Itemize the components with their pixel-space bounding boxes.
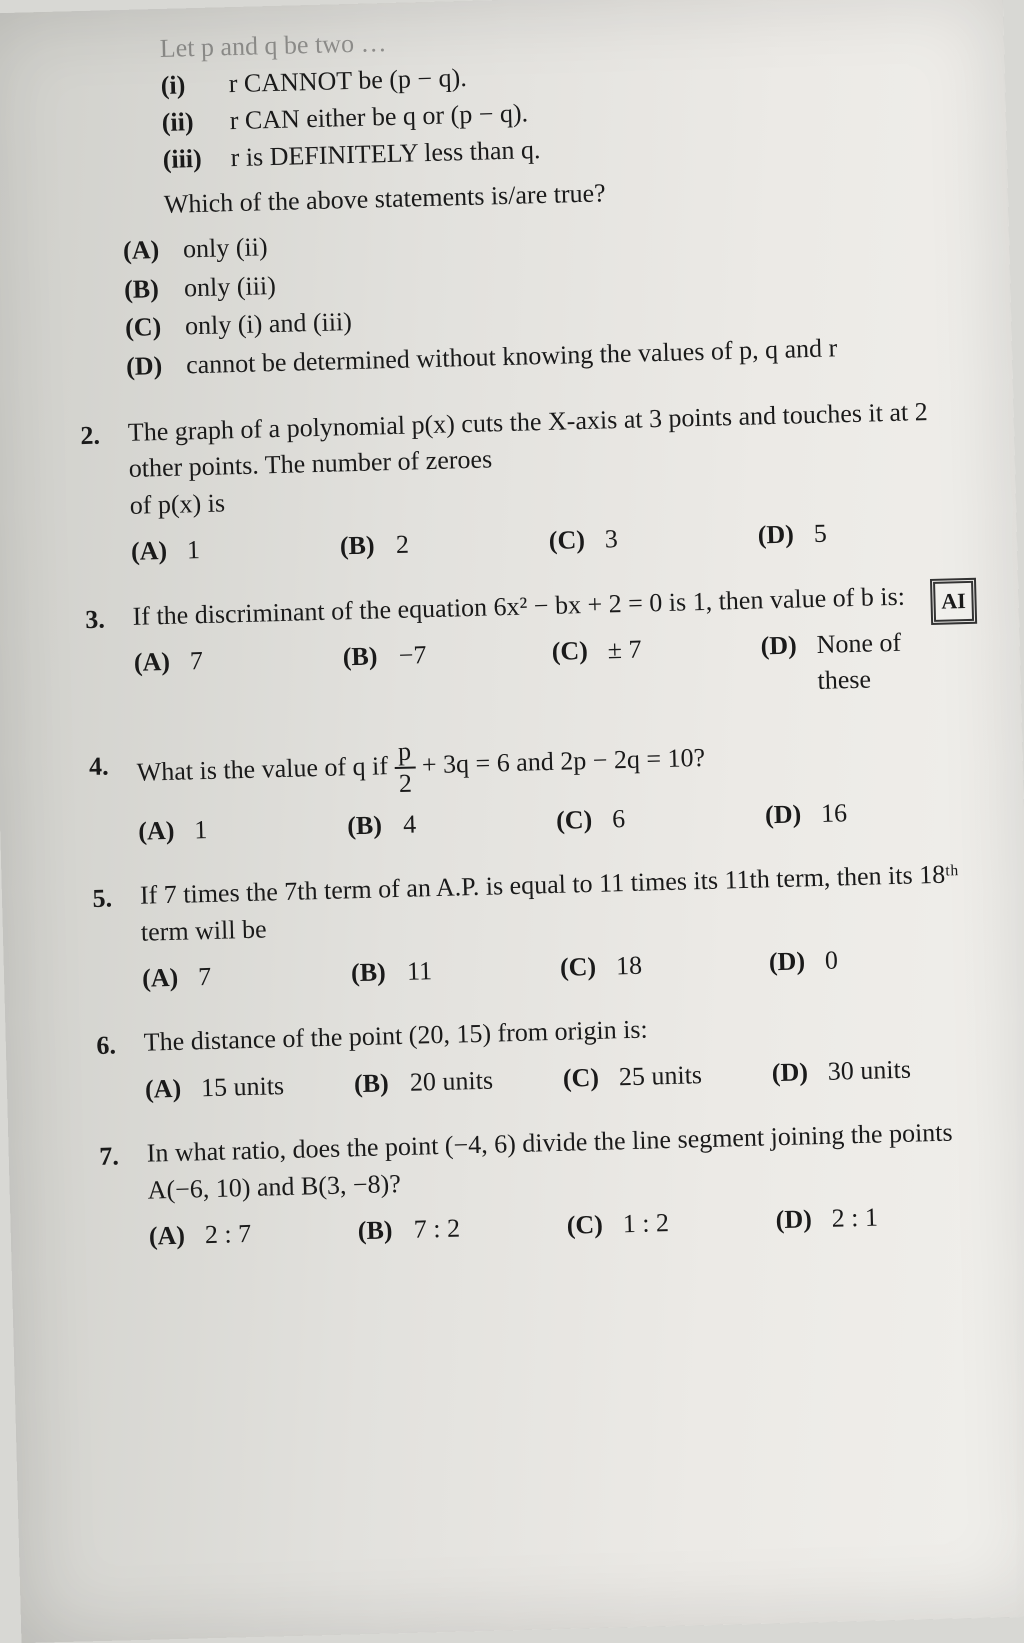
q4-frac-num: p bbox=[394, 738, 416, 769]
intro-a-text: only (ii) bbox=[183, 230, 268, 269]
opt-label-b: (B) bbox=[124, 271, 169, 309]
q6-d-label: (D) bbox=[771, 1054, 816, 1092]
q5-c: 18 bbox=[616, 948, 643, 985]
q4-b-label: (B) bbox=[347, 807, 392, 845]
roman-label-i: (i) bbox=[160, 67, 211, 103]
opt-label-d: (D) bbox=[126, 347, 171, 385]
q3-c-label: (C) bbox=[551, 633, 597, 707]
q7-b: 7 : 2 bbox=[413, 1210, 460, 1248]
exam-page: Let p and q be two … (i) r CANNOT be (p … bbox=[0, 0, 1024, 1643]
q5-text: If 7 times the 7th term of an A.P. is eq… bbox=[140, 856, 978, 951]
q5-b: 11 bbox=[407, 953, 433, 990]
q4-mid: + 3q = 6 and 2p − 2q = 10? bbox=[422, 743, 706, 779]
q5-a-label: (A) bbox=[142, 960, 187, 998]
q2-d: 5 bbox=[813, 516, 827, 553]
intro-b-text: only (iii) bbox=[184, 268, 277, 307]
q2: 2. The graph of a polynomial p(x) cuts t… bbox=[39, 393, 967, 573]
q6-options: (A) 15 units (B) 20 units (C) 25 units (D) 3… bbox=[145, 1050, 982, 1108]
q2-c: 3 bbox=[604, 521, 618, 558]
opt-label-a: (A) bbox=[123, 232, 168, 270]
intro-options-block: (A) only (ii) (B) only (iii) (C) only (i… bbox=[35, 208, 963, 390]
q7: 7. In what ratio, does the point (−4, 6)… bbox=[58, 1114, 985, 1257]
q4-b: 4 bbox=[403, 806, 417, 843]
prev-text: Let p and q be two … bbox=[159, 25, 387, 66]
q5-d: 0 bbox=[824, 942, 838, 979]
side-icon-text: AI bbox=[941, 588, 966, 615]
q6: 6. The distance of the point (20, 15) fr… bbox=[55, 1003, 981, 1110]
qnum-blank bbox=[35, 230, 99, 389]
q2-num: 2. bbox=[39, 416, 103, 573]
roman-text-ii: r CAN either be q or (p − q). bbox=[229, 96, 528, 139]
intro-block: Let p and q be two … (i) r CANNOT be (p … bbox=[159, 10, 957, 177]
intro-c-text: only (i) and (iii) bbox=[185, 304, 353, 345]
q7-options: (A) 2 : 7 (B) 7 : 2 (C) 1 : 2 (D) 2 : 1 bbox=[148, 1197, 985, 1255]
roman-text-i: r CANNOT be (p − q). bbox=[228, 60, 467, 101]
q2-b: 2 bbox=[395, 527, 409, 564]
intro-options: (A) only (ii) (B) only (iii) (C) only (i… bbox=[123, 208, 963, 387]
q5: 5. If 7 times the 7th term of an A.P. is… bbox=[52, 856, 979, 999]
q4-c-label: (C) bbox=[556, 801, 601, 839]
q7-num: 7. bbox=[58, 1137, 121, 1258]
q2-a: 1 bbox=[186, 532, 200, 569]
q3-b: −7 bbox=[398, 637, 428, 710]
q6-num: 6. bbox=[55, 1026, 117, 1110]
q3-a: 7 bbox=[189, 643, 204, 716]
q5-options: (A) 7 (B) 11 (C) 18 (D) 0 bbox=[142, 939, 979, 997]
q6-a: 15 units bbox=[201, 1068, 285, 1107]
q4-a: 1 bbox=[194, 812, 208, 849]
q4-text: What is the value of q if p 2 + 3q = 6 a… bbox=[136, 724, 973, 804]
q7-d: 2 : 1 bbox=[831, 1199, 878, 1237]
q2-a-label: (A) bbox=[131, 533, 176, 571]
q7-c: 1 : 2 bbox=[622, 1205, 669, 1243]
q5-num: 5. bbox=[52, 879, 115, 1000]
q3: 3. If the discriminant of the equation 6… bbox=[44, 577, 971, 720]
q3-c: ± 7 bbox=[607, 632, 643, 706]
q6-c-label: (C) bbox=[562, 1059, 607, 1097]
q2-c-label: (C) bbox=[548, 522, 593, 560]
q4-prefix: What is the value of q if bbox=[136, 751, 394, 787]
q6-a-label: (A) bbox=[145, 1070, 190, 1108]
q7-c-label: (C) bbox=[566, 1206, 611, 1244]
q4-num: 4. bbox=[48, 746, 111, 852]
q5-d-label: (D) bbox=[768, 943, 813, 981]
q2-d-label: (D) bbox=[757, 517, 802, 555]
q5-a: 7 bbox=[198, 959, 212, 996]
q7-d-label: (D) bbox=[775, 1201, 820, 1239]
q2-options: (A) 1 (B) 2 (C) 3 (D) 5 bbox=[131, 512, 968, 570]
calculator-icon: AI bbox=[930, 578, 977, 625]
q4: 4. What is the value of q if p 2 + 3q = … bbox=[48, 724, 974, 853]
q5-b-label: (B) bbox=[351, 954, 396, 992]
opt-label-c: (C) bbox=[125, 309, 170, 347]
q6-c: 25 units bbox=[618, 1057, 702, 1096]
q4-c: 6 bbox=[612, 801, 626, 838]
q3-options: (A)7 (B)−7 (C) ± 7 (D)None of these bbox=[133, 623, 971, 718]
q3-d: None of these bbox=[816, 623, 953, 699]
q4-frac-den: 2 bbox=[395, 768, 417, 797]
q4-a-label: (A) bbox=[138, 812, 183, 850]
q7-b-label: (B) bbox=[357, 1212, 402, 1250]
q2-b-label: (B) bbox=[339, 527, 384, 565]
roman-label-iii: (iii) bbox=[162, 141, 213, 177]
q3-d-label: (D) bbox=[760, 627, 806, 701]
q7-a: 2 : 7 bbox=[204, 1216, 251, 1254]
q3-a-label: (A) bbox=[133, 644, 179, 718]
q4-options: (A) 1 (B) 4 (C) 6 (D) 16 bbox=[138, 792, 975, 850]
q4-fraction: p 2 bbox=[394, 738, 417, 797]
q5-c-label: (C) bbox=[560, 949, 605, 987]
q4-d-label: (D) bbox=[765, 796, 810, 834]
q3-num: 3. bbox=[44, 599, 107, 720]
q7-a-label: (A) bbox=[148, 1217, 193, 1255]
q4-d: 16 bbox=[821, 795, 848, 832]
q7-text: In what ratio, does the point (−4, 6) di… bbox=[146, 1114, 984, 1209]
q3-b-label: (B) bbox=[342, 638, 388, 712]
q6-b: 20 units bbox=[409, 1062, 493, 1101]
roman-text-iii: r is DEFINITELY less than q. bbox=[230, 132, 541, 175]
roman-label-ii: (ii) bbox=[161, 104, 212, 140]
q6-d: 30 units bbox=[827, 1051, 911, 1090]
q6-b-label: (B) bbox=[354, 1065, 399, 1103]
